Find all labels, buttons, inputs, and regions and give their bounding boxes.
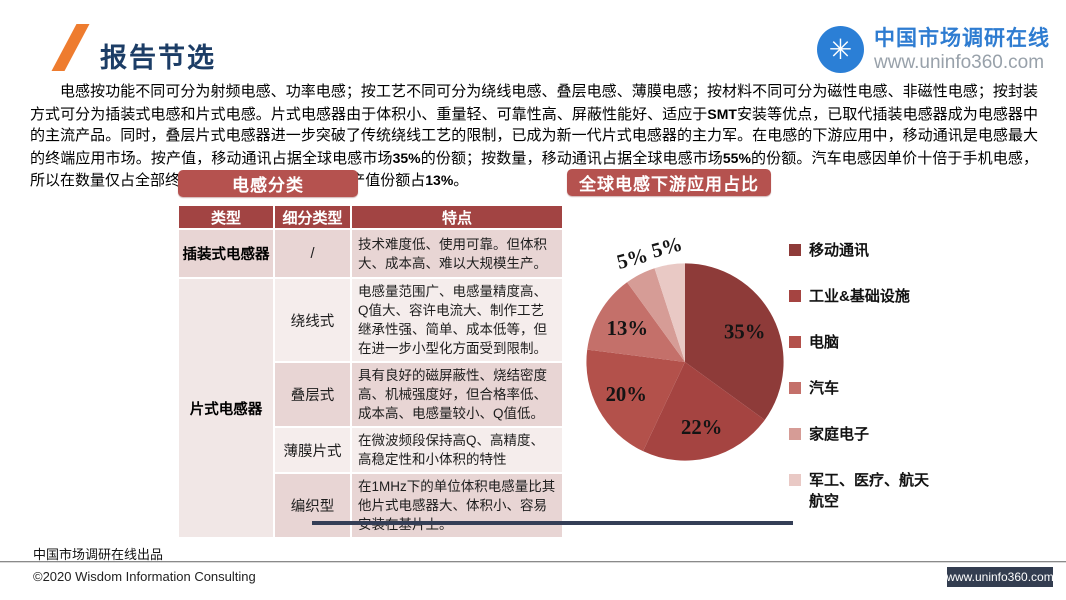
intro-text: 。 <box>453 173 469 189</box>
legend-item: 电脑 <box>789 332 929 353</box>
col-header-type: 类型 <box>177 204 275 230</box>
legend-swatch-icon <box>789 428 801 440</box>
legend-swatch-icon <box>789 244 801 256</box>
brand-logo: ✳ 中国市场调研在线 www.uninfo360.com <box>817 26 1050 74</box>
legend-item: 工业&基础设施 <box>789 286 929 307</box>
table-body: 插装式电感器 / 技术难度低、使用可靠。但体积大、成本高、难以大规模生产。 片式电感器… <box>177 228 564 539</box>
intro-number: SMT <box>707 105 737 122</box>
logo-text-block: 中国市场调研在线 www.uninfo360.com <box>874 26 1050 74</box>
subtype-cell: 编织型 <box>273 472 352 539</box>
table-row: 片式电感器 绕线式 电感量范围广、电感量精度高、Q值大、容许电流大、制作工艺继承性强… <box>177 277 564 539</box>
legend-item: 家庭电子 <box>789 424 929 445</box>
subtype-cell: / <box>273 228 352 279</box>
classification-table-wrap: 类型 细分类型 特点 插装式电感器 / 技术难度低、使用可靠。但体积大、成本高、难以… <box>177 204 564 539</box>
subtype-cell: 薄膜片式 <box>273 426 352 474</box>
brand-name: 中国市场调研在线 <box>874 27 1050 50</box>
legend-label: 移动通讯 <box>809 242 870 259</box>
type-cell: 插装式电感器 <box>177 228 275 279</box>
table-title-badge: 电感分类 <box>178 170 358 197</box>
legend-label: 汽车 <box>809 380 840 397</box>
pie-data-label: 5% <box>649 233 685 262</box>
title-slash-icon <box>51 24 90 71</box>
intro-paragraph: 电感按功能不同可分为射频电感、功率电感；按工艺不同可分为绕线电感、叠层电感、薄膜… <box>30 82 1038 193</box>
pie-slice-4 <box>627 268 685 362</box>
legend-swatch-icon <box>789 290 801 302</box>
chart-legend: 移动通讯工业&基础设施 电脑汽车家庭电子军工、医疗、航天 航空 <box>789 240 929 537</box>
intro-text: 的份额；按数量，移动通讯占据全球电感市场 <box>420 150 723 167</box>
logo-glyph: ✳ <box>828 33 853 65</box>
table-row: 叠层式 具有良好的磁屏蔽性、烧结密度高、机械强度好，但合格率低、成本高、电感量较小… <box>178 361 564 428</box>
table-header-row: 类型 细分类型 特点 <box>177 204 564 230</box>
legend-item: 移动通讯 <box>789 240 929 261</box>
pie-data-label: 5% <box>615 245 651 274</box>
intro-number: 13% <box>425 172 454 188</box>
pie-chart: 35% 22% 20% 13% 5%5% <box>586 233 784 461</box>
subtype-cell: 绕线式 <box>273 277 352 363</box>
pie-data-label: 20% <box>606 384 647 406</box>
feature-cell: 电感量范围广、电感量精度高、Q值大、容许电流大、制作工艺继承性强、简单、成本低等… <box>350 277 564 363</box>
feature-cell: 在微波频段保持高Q、高精度、高稳定性和小体积的特性 <box>350 426 564 474</box>
legend-label: 家庭电子 <box>809 426 870 443</box>
page-title: 报告节选 <box>100 43 216 73</box>
pie-slice-5 <box>654 263 685 362</box>
classification-table: 类型 细分类型 特点 插装式电感器 / 技术难度低、使用可靠。但体积大、成本高、难以… <box>177 204 564 539</box>
table-row: 薄膜片式 在微波频段保持高Q、高精度、高稳定性和小体积的特性 <box>178 426 564 474</box>
legend-swatch-icon <box>789 382 801 394</box>
section-underline-bar <box>312 521 793 525</box>
legend-label: 电脑 <box>809 334 840 351</box>
chart-title-badge: 全球电感下游应用占比 <box>567 169 771 196</box>
pie-slice-2 <box>586 349 685 452</box>
type-cell: 片式电感器 <box>177 277 275 539</box>
feature-cell: 在1MHz下的单位体积电感量比其他片式电感器大、体积小、容易安装在基片上。 <box>350 472 564 539</box>
brand-url: www.uninfo360.com <box>874 52 1045 73</box>
intro-text: 电感按功能不同可分为射频电感、功率电感；按工艺不同可分为绕线电感、叠层电感、薄膜… <box>30 84 1038 123</box>
legend-label: 工业&基础设施 <box>809 288 910 305</box>
feature-cell: 具有良好的磁屏蔽性、烧结密度高、机械强度好，但合格率低、成本高、电感量较小、Q值… <box>350 361 564 428</box>
pie-slice-3 <box>587 282 685 362</box>
pie-data-label: 22% <box>681 417 722 439</box>
table-row: 插装式电感器 / 技术难度低、使用可靠。但体积大、成本高、难以大规模生产。 <box>177 228 564 279</box>
footer-url-badge: www.uninfo360.com <box>946 567 1054 587</box>
legend-item: 汽车 <box>789 378 929 399</box>
footer-produced-by: 中国市场调研在线出品 <box>33 547 164 562</box>
col-header-subtype: 细分类型 <box>273 204 352 230</box>
legend-item: 军工、医疗、航天 航空 <box>789 470 929 512</box>
footer-divider <box>0 561 1066 563</box>
feature-cell: 技术难度低、使用可靠。但体积大、成本高、难以大规模生产。 <box>350 228 564 279</box>
legend-swatch-icon <box>789 336 801 348</box>
intro-number: 35% <box>392 149 421 166</box>
compass-star-icon: ✳ <box>817 26 864 73</box>
legend-label: 军工、医疗、航天 航空 <box>809 472 930 510</box>
legend-swatch-icon <box>789 474 801 486</box>
subtype-cell: 叠层式 <box>273 361 352 428</box>
col-header-feature: 特点 <box>350 204 564 230</box>
pie-data-label: 13% <box>607 318 648 340</box>
pie-data-label: 35% <box>724 321 765 343</box>
intro-text: 的份额。汽车电感因单价十倍于手机电感，所以在数量仅占全部终端应用 <box>30 150 1038 190</box>
intro-number: 55% <box>722 149 751 166</box>
pie-slice-1 <box>643 362 765 461</box>
pie-slice-0 <box>685 263 784 420</box>
footer-copyright: ©2020 Wisdom Information Consulting <box>33 569 256 584</box>
intro-text: 安装等优点，已取代插装电感器成为电感器中的主流产品。同时，叠层片式电感器进一步突… <box>30 106 1038 167</box>
